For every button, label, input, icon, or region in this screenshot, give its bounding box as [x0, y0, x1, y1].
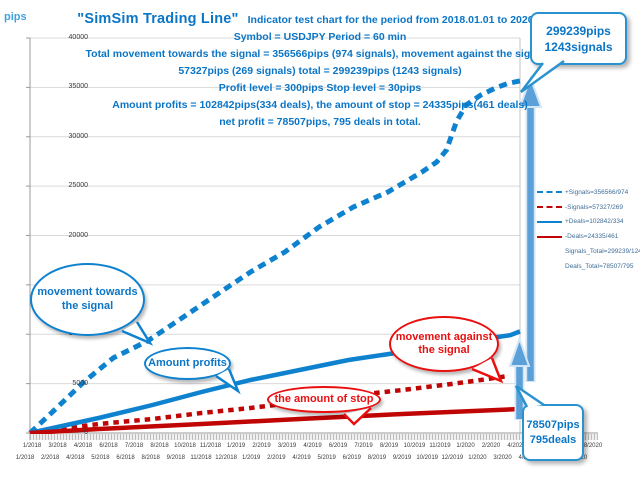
x-axis-tick-label: 1/2019 — [242, 455, 261, 461]
chart-header: "SimSim Trading Line" Indicator test char… — [28, 10, 612, 131]
legend-label: Signals_Total=299239/1243 — [565, 248, 640, 256]
legend-entry: +Deals=102842/334 — [537, 215, 639, 230]
callout-amount-profits: Amount profits — [144, 347, 231, 380]
annotation-text: 795deals — [529, 433, 577, 446]
x-axis-tick-label: 1/2020 — [456, 443, 475, 449]
x-axis-tick-label: 11/2018 — [190, 455, 212, 461]
legend-line-sample — [537, 235, 562, 238]
header-line: net profit = 78507pips, 795 deals in tot… — [219, 116, 421, 128]
legend-entry: +Signals=356566/974 — [537, 185, 639, 200]
x-axis-tick-label: 8/2019 — [379, 443, 399, 449]
x-axis-tick-label: 12/2018 — [215, 455, 237, 461]
header-line: 57327pips (269 signals) total = 299239pi… — [178, 65, 462, 77]
y-axis-tick-label: 30000 — [68, 132, 88, 140]
annotation-text: 299239pips — [546, 23, 611, 38]
x-axis-tick-label: 1/2018 — [15, 455, 35, 461]
annotation-deals-total-box: 78507pips 795deals — [522, 404, 584, 461]
callout-text: movement towards — [37, 286, 138, 298]
legend-entry: Signals_Total=299239/1243 — [537, 244, 640, 259]
x-axis-tick-label: 8/2018 — [141, 455, 160, 461]
legend: +Signals=356566/974 -Signals=57327/269 +De… — [537, 185, 640, 274]
callout-text: the amount of stop — [274, 392, 374, 405]
x-axis-tick-label: 4/2019 — [292, 455, 311, 461]
legend-label: -Deals=24335/461 — [565, 233, 619, 241]
x-axis-tick-label: 6/2019 — [342, 455, 361, 461]
legend-line-sample — [537, 191, 562, 194]
x-axis-tick-label: 1/2018 — [22, 443, 42, 449]
legend-label: +Deals=102842/334 — [565, 218, 624, 226]
x-axis-tick-label: 8/2019 — [367, 455, 387, 461]
annotation-signals-total-box: 299239pips 1243signals — [530, 12, 627, 65]
x-axis-tick-label: 2/2019 — [252, 443, 271, 449]
annotation-text: 78507pips — [526, 418, 580, 431]
legend-label: +Signals=356566/974 — [565, 188, 629, 196]
x-axis-tick-label: 11/2018 — [199, 443, 222, 449]
legend-entry: Deals_Total=78507/795 — [537, 259, 639, 274]
header-line: Profit level = 300pips Stop level = 30pi… — [218, 82, 422, 94]
callout-text: the signal — [61, 299, 114, 312]
callout-text: Amount profits — [148, 356, 227, 369]
x-axis-tick-label: 12/2019 — [441, 455, 464, 461]
header-line: Total movement towards the signal = 3565… — [85, 48, 555, 60]
x-axis-tick-label: 8/2020 — [583, 443, 603, 449]
callout-amount-of-stop: the amount of stop — [267, 386, 381, 413]
x-axis-tick-label: 4/2020 — [507, 443, 526, 449]
x-axis-tick-label: 9/2018 — [166, 455, 185, 461]
y-axis-unit-label: pips — [4, 11, 27, 23]
x-axis-tick-label: 6/2018 — [116, 455, 135, 461]
x-axis-tick-label: 1/2019 — [226, 443, 246, 449]
series--Deals — [29, 406, 521, 436]
callout-text: the signal — [418, 344, 470, 356]
x-axis-tick-label: 8/2018 — [150, 443, 169, 449]
x-axis-tick-label: 4/2019 — [303, 443, 322, 449]
header-summary-lines: Symbol = USDJPY Period = 60 min Total mov… — [28, 29, 612, 131]
x-axis-tick-label: 6/2019 — [328, 443, 348, 449]
y-axis-tick-label: 0 — [84, 429, 88, 436]
annotation-text: 1243signals — [544, 39, 613, 54]
x-axis-tick-label: 2/2020 — [481, 443, 501, 449]
legend-label: -Signals=57327/269 — [565, 203, 624, 211]
x-axis-tick-label: 2/2019 — [267, 455, 286, 461]
legend-entry: -Signals=57327/269 — [537, 200, 639, 215]
x-axis-tick-label: 5/2019 — [317, 455, 336, 461]
y-axis-tick-label: 5000 — [72, 379, 88, 387]
title-line: "SimSim Trading Line" Indicator test char… — [28, 10, 612, 29]
y-axis-tick-label: 25000 — [68, 182, 88, 190]
series-+Signals — [28, 78, 521, 435]
x-axis-tick-label: 10/2019 — [403, 443, 426, 449]
header-line: Amount profits = 102842pips(334 deals), … — [112, 99, 528, 111]
legend-label: Deals_Total=78507/795 — [565, 262, 634, 270]
legend-entry: -Deals=24335/461 — [537, 229, 639, 244]
y-axis-tick-label: 20000 — [68, 231, 88, 239]
x-axis-tick-label: 3/2019 — [277, 443, 297, 449]
callout-text: movement against — [395, 330, 493, 343]
chart-subtitle: Indicator test chart for the period from… — [247, 14, 563, 26]
series--Signals — [29, 374, 506, 436]
x-axis-tick-label: 3/2020 — [493, 455, 512, 461]
x-axis-tick-label: 9/2019 — [392, 455, 412, 461]
x-axis-tick-label: 10/2018 — [174, 443, 196, 449]
x-axis-tick-label: 5/2018 — [91, 455, 110, 461]
callout-movement-towards-signal: movement towards the signal — [30, 263, 145, 336]
header-line: Symbol = USDJPY Period = 60 min — [233, 31, 407, 43]
legend-line-sample — [537, 220, 562, 223]
y-axis-tick-label: 40000 — [68, 34, 88, 41]
y-axis-tick-label: 35000 — [68, 83, 88, 91]
chart-title: "SimSim Trading Line" — [77, 11, 239, 27]
x-axis-tick-label: 4/2018 — [73, 443, 93, 449]
legend-line-sample — [537, 206, 562, 209]
x-axis-tick-label: 3/2018 — [48, 443, 67, 449]
x-axis-tick-label: 7/2018 — [124, 443, 144, 449]
x-axis-tick-label: 1/2020 — [468, 455, 487, 461]
x-axis-tick-label: 11/2019 — [429, 443, 451, 449]
x-axis-tick-label: 10/2019 — [416, 455, 439, 461]
x-axis-tick-label: 4/2018 — [66, 455, 85, 461]
callout-movement-against-signal: movement against the signal — [389, 316, 499, 372]
x-axis-tick-label: 2/2018 — [40, 455, 60, 461]
x-axis-tick-label: 6/2018 — [99, 443, 118, 449]
x-axis-tick-label: 7/2019 — [354, 443, 373, 449]
x-axis-tick-band — [30, 434, 598, 440]
